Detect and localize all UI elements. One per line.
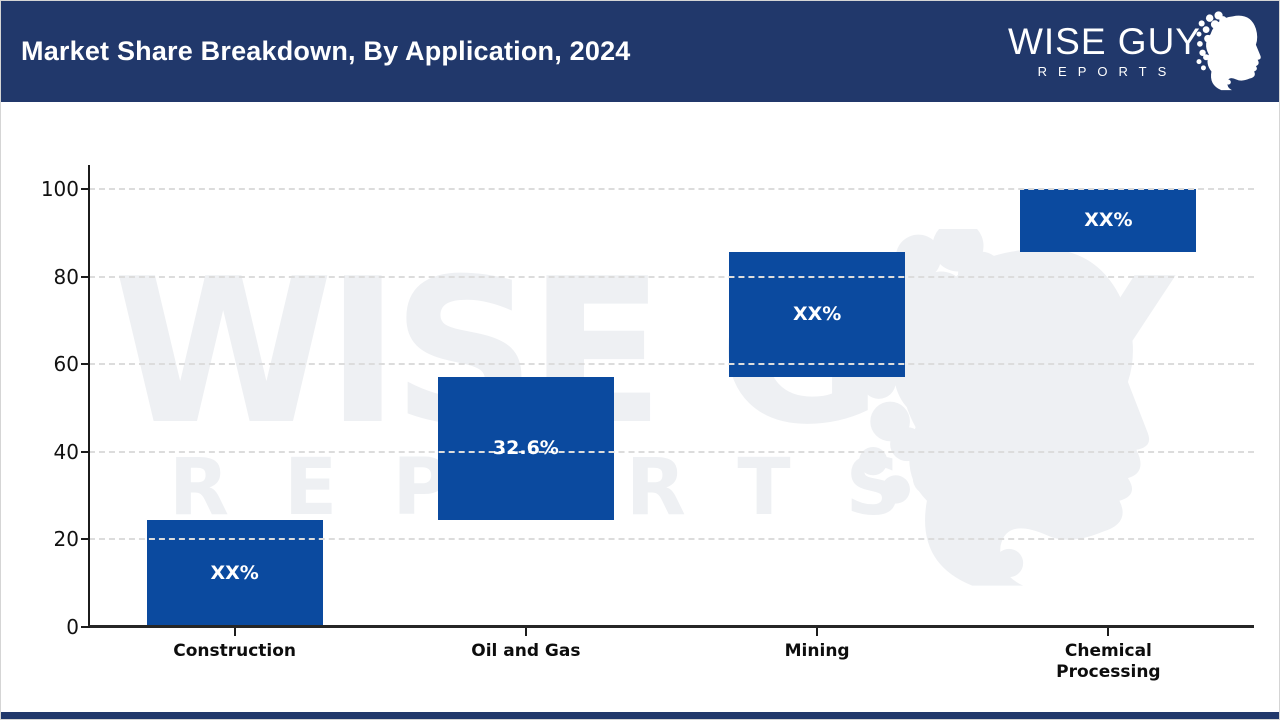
y-tick-label-20: 20 xyxy=(53,527,79,552)
logo-text: WISE GUY REPORTS xyxy=(1008,23,1201,79)
gridline-20 xyxy=(89,538,1254,541)
y-tick-label-40: 40 xyxy=(53,439,79,464)
bar-value-label: XX% xyxy=(210,562,259,585)
gridline-40 xyxy=(89,450,1254,453)
x-category-label: Mining xyxy=(784,641,850,661)
x-tick xyxy=(816,628,819,636)
y-tick-60 xyxy=(81,363,90,366)
y-tick-label-100: 100 xyxy=(40,177,79,201)
y-tick-label-60: 60 xyxy=(53,352,79,377)
y-tick-100 xyxy=(81,188,90,190)
y-tick-0 xyxy=(81,626,90,628)
gridline-100 xyxy=(89,188,1254,190)
header-bar: Market Share Breakdown, By Application, … xyxy=(1,1,1279,102)
bar-segment xyxy=(1020,189,1197,252)
bar-segment xyxy=(729,251,906,377)
logo-face-icon xyxy=(1196,11,1261,91)
logo-reports-label: REPORTS xyxy=(1037,64,1178,79)
y-tick-40 xyxy=(81,450,90,453)
page-title: Market Share Breakdown, By Application, … xyxy=(21,36,631,66)
x-tick xyxy=(233,628,236,636)
y-axis-line xyxy=(88,165,90,628)
x-category-label: Oil and Gas xyxy=(471,641,581,661)
bar-segment xyxy=(146,519,323,627)
x-axis-line xyxy=(88,625,1254,628)
gridline-60 xyxy=(89,363,1254,366)
x-tick xyxy=(524,628,527,636)
bar-value-label: 32.6% xyxy=(492,437,559,460)
bar-value-label: XX% xyxy=(1084,209,1133,232)
x-tick xyxy=(1107,628,1110,636)
x-category-label: Construction xyxy=(173,641,297,661)
y-tick-label-80: 80 xyxy=(53,264,79,289)
watermark-face-icon xyxy=(858,229,1150,586)
y-tick-20 xyxy=(81,538,90,541)
y-tick-label-0: 0 xyxy=(66,615,79,639)
logo-wiseguy-label: WISE GUY xyxy=(1007,21,1201,62)
bar-value-label: XX% xyxy=(792,303,842,326)
footer-bar xyxy=(1,712,1279,719)
gridline-80 xyxy=(89,275,1254,278)
wise-guy-reports-logo: WISE GUY REPORTS xyxy=(1008,11,1267,91)
y-tick-80 xyxy=(81,275,90,278)
x-category-label: Chemical Processing xyxy=(1056,641,1161,682)
bar-segment xyxy=(437,376,614,520)
